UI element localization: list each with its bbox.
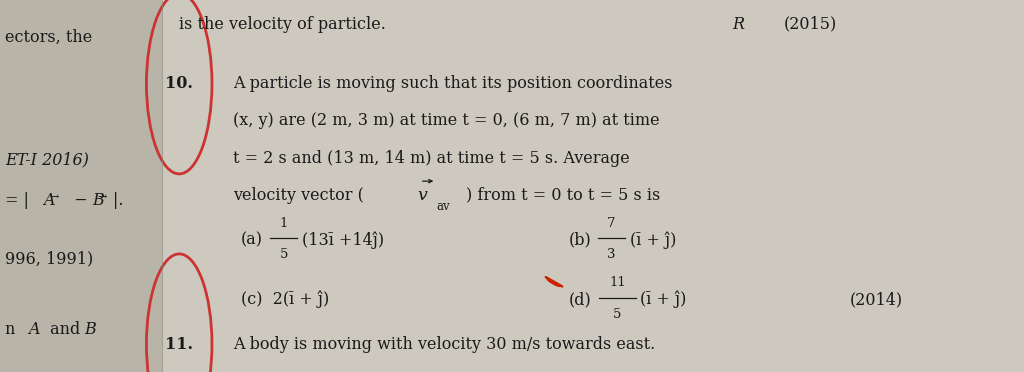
- Text: 11: 11: [609, 276, 626, 289]
- Text: →: →: [97, 192, 106, 202]
- Text: 7: 7: [607, 217, 615, 230]
- Text: A particle is moving such that its position coordinates: A particle is moving such that its posit…: [233, 75, 673, 92]
- Text: (c)  2(ī + ĵ): (c) 2(ī + ĵ): [241, 291, 329, 308]
- Text: B: B: [92, 192, 103, 209]
- Text: (b): (b): [568, 231, 591, 248]
- Text: 5: 5: [280, 248, 288, 261]
- Text: ectors, the: ectors, the: [5, 29, 92, 46]
- Text: (13ī +14ĵ): (13ī +14ĵ): [302, 231, 384, 249]
- Text: 3: 3: [607, 248, 615, 261]
- Text: n: n: [5, 321, 20, 338]
- Text: 10.: 10.: [165, 75, 194, 92]
- Text: A: A: [29, 321, 40, 338]
- Text: = |: = |: [5, 192, 29, 209]
- Text: 5: 5: [613, 308, 622, 321]
- Text: (d): (d): [568, 291, 591, 308]
- Text: (a): (a): [241, 231, 262, 248]
- Text: v: v: [418, 187, 428, 204]
- Text: t = 2 s and (13 m, 14 m) at time t = 5 s. Average: t = 2 s and (13 m, 14 m) at time t = 5 s…: [233, 150, 630, 167]
- Text: velocity vector (: velocity vector (: [233, 187, 365, 204]
- Text: R: R: [732, 16, 744, 33]
- Text: B: B: [84, 321, 95, 338]
- Text: |.: |.: [113, 192, 123, 209]
- Text: (2015): (2015): [783, 16, 837, 33]
- Text: (ī + ĵ): (ī + ĵ): [630, 231, 676, 249]
- Text: −: −: [69, 192, 92, 209]
- Text: 11.: 11.: [165, 336, 194, 353]
- Text: is the velocity of particle.: is the velocity of particle.: [179, 16, 386, 33]
- Text: (2014): (2014): [850, 291, 903, 308]
- Text: av: av: [436, 200, 450, 213]
- Text: ET-I 2016): ET-I 2016): [5, 151, 89, 169]
- Bar: [0, 0, 162, 372]
- Text: ) from t = 0 to t = 5 s is: ) from t = 0 to t = 5 s is: [466, 187, 660, 204]
- Text: 996, 1991): 996, 1991): [5, 250, 93, 267]
- Text: A: A: [43, 192, 54, 209]
- Text: 1: 1: [280, 217, 288, 230]
- Text: and: and: [45, 321, 85, 338]
- Text: →: →: [49, 192, 58, 202]
- Text: (ī + ĵ): (ī + ĵ): [640, 291, 686, 308]
- Text: A body is moving with velocity 30 m/s towards east.: A body is moving with velocity 30 m/s to…: [233, 336, 655, 353]
- Text: (x, y) are (2 m, 3 m) at time t = 0, (6 m, 7 m) at time: (x, y) are (2 m, 3 m) at time t = 0, (6 …: [233, 112, 660, 129]
